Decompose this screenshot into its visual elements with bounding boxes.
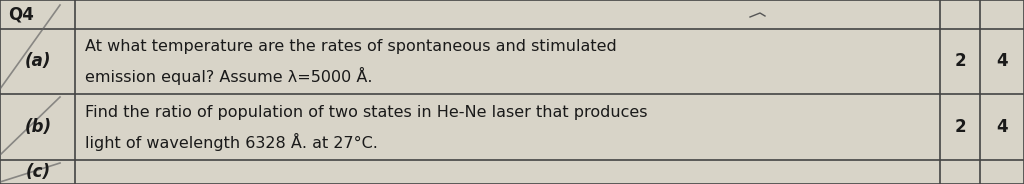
Text: light of wavelength 6328 Å. at 27°C.: light of wavelength 6328 Å. at 27°C. <box>85 133 378 151</box>
Text: emission equal? Assume λ=5000 Å.: emission equal? Assume λ=5000 Å. <box>85 67 373 85</box>
Text: (a): (a) <box>25 52 51 70</box>
Text: 2: 2 <box>954 52 966 70</box>
Text: (c): (c) <box>26 163 50 181</box>
Text: Find the ratio of population of two states in He-Ne laser that produces: Find the ratio of population of two stat… <box>85 105 647 121</box>
Text: (b): (b) <box>25 118 51 136</box>
Text: 4: 4 <box>996 52 1008 70</box>
Text: At what temperature are the rates of spontaneous and stimulated: At what temperature are the rates of spo… <box>85 40 616 54</box>
Text: 2: 2 <box>954 118 966 136</box>
Text: 4: 4 <box>996 118 1008 136</box>
Text: Q4: Q4 <box>8 6 34 24</box>
